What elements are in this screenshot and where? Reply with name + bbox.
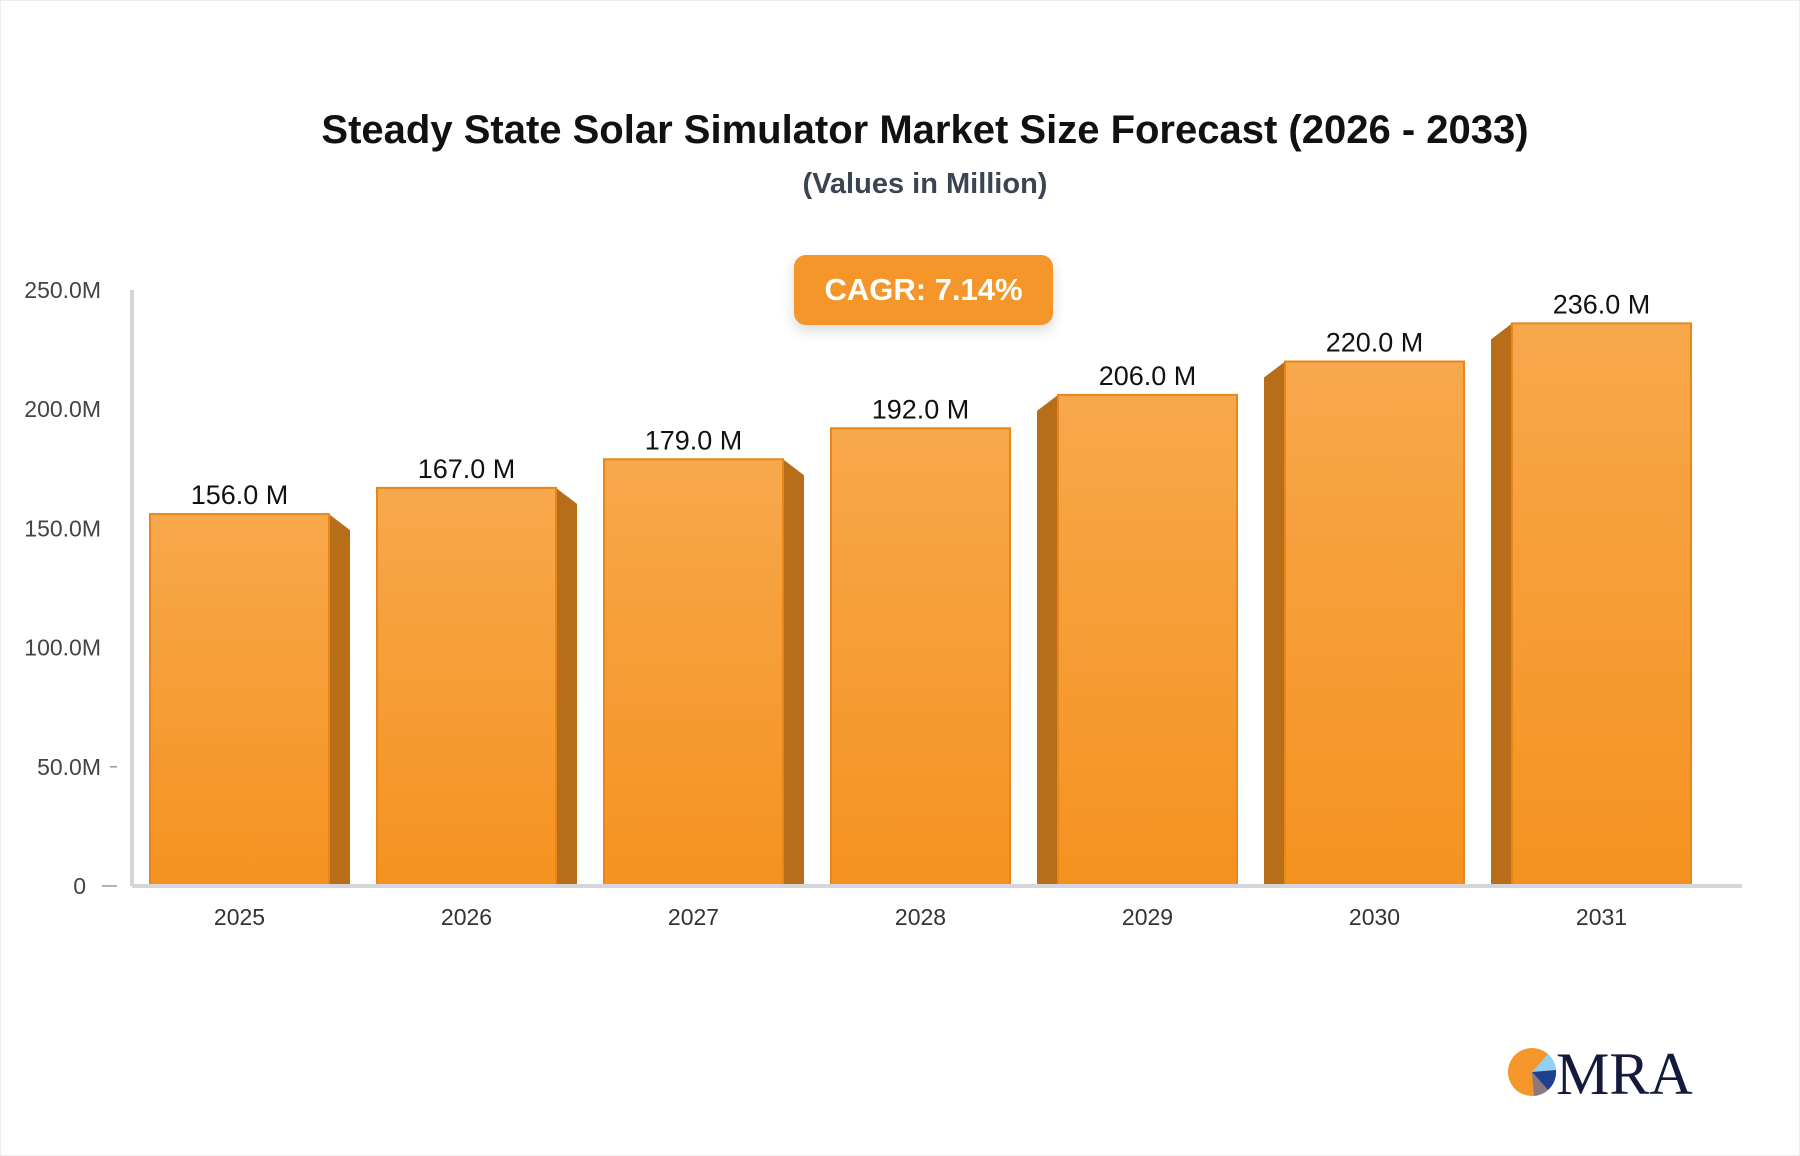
bar-2025 bbox=[149, 513, 330, 887]
x-tick-label: 2027 bbox=[668, 904, 719, 930]
x-tick-label: 2025 bbox=[214, 904, 265, 930]
bar-value-label: 206.0 M bbox=[1099, 361, 1197, 391]
x-tick-label: 2029 bbox=[1122, 904, 1173, 930]
bar-value-label: 167.0 M bbox=[418, 454, 516, 484]
x-tick-label: 2030 bbox=[1349, 904, 1400, 930]
mra-logo: MRA bbox=[1506, 1040, 1696, 1100]
bar-value-label: 192.0 M bbox=[872, 394, 970, 424]
bar-value-label: 179.0 M bbox=[645, 425, 743, 455]
bar-side bbox=[556, 487, 577, 886]
bar-2029 bbox=[1057, 393, 1238, 887]
bar-value-label: 236.0 M bbox=[1553, 289, 1651, 319]
logo-text: MRA bbox=[1556, 1041, 1693, 1100]
bar-value-label: 156.0 M bbox=[191, 480, 289, 510]
chart-title: Steady State Solar Simulator Market Size… bbox=[321, 108, 1529, 152]
chart-subtitle: (Values in Million) bbox=[802, 168, 1048, 200]
y-tick-label: 200.0M bbox=[24, 396, 101, 422]
bar-value-label: 220.0 M bbox=[1326, 328, 1424, 358]
bar-2027 bbox=[603, 458, 784, 887]
y-tick-label: 150.0M bbox=[24, 515, 101, 541]
bar-2026 bbox=[376, 486, 557, 887]
x-tick-label: 2031 bbox=[1576, 904, 1627, 930]
bar-side bbox=[1037, 394, 1058, 886]
bar-2031 bbox=[1511, 322, 1692, 888]
y-tick-label: 250.0M bbox=[24, 277, 101, 303]
bar-side bbox=[1491, 323, 1512, 887]
bar-side bbox=[783, 459, 804, 886]
bar-2028 bbox=[830, 427, 1011, 887]
x-tick-label: 2028 bbox=[895, 904, 946, 930]
y-tick-label: 0 bbox=[73, 873, 86, 899]
bar-side bbox=[1264, 361, 1285, 886]
cagr-badge: CAGR: 7.14% bbox=[794, 255, 1053, 325]
y-tick-label: 50.0M bbox=[37, 754, 101, 780]
bar-side bbox=[329, 514, 350, 886]
bar-2030 bbox=[1284, 360, 1465, 887]
y-tick-label: 100.0M bbox=[24, 635, 101, 661]
x-tick-label: 2026 bbox=[441, 904, 492, 930]
